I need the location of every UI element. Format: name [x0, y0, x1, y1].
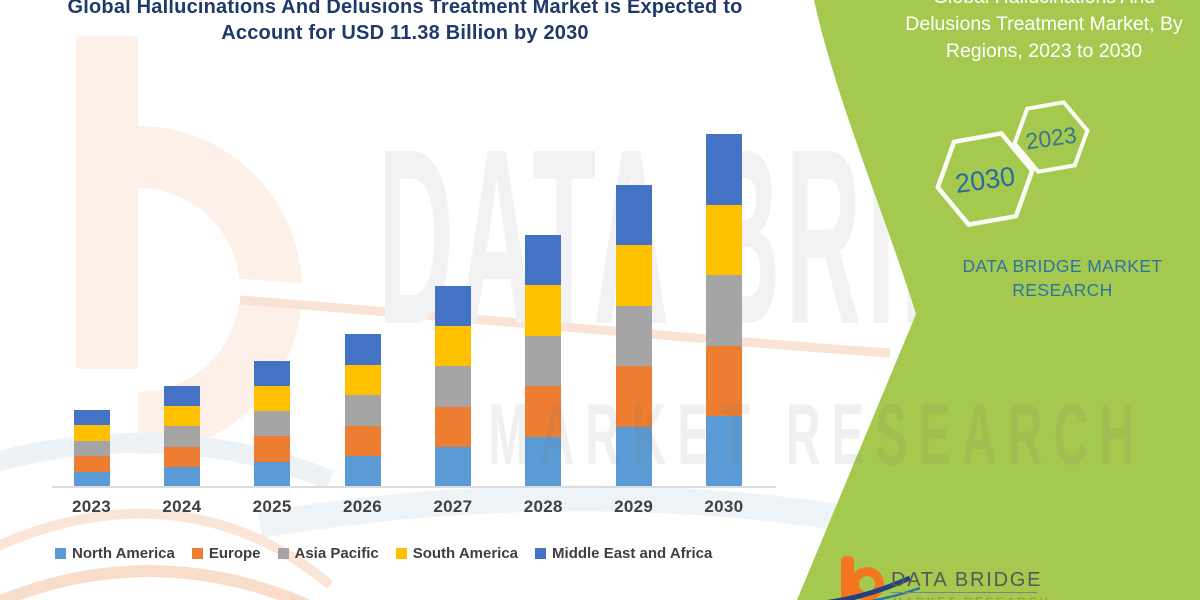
footer-logo-title: DATA BRIDGE [891, 569, 1043, 591]
brand-text: DATA BRIDGE MARKET RESEARCH [962, 256, 1163, 300]
bar-segment-middle-east-and-africa [254, 360, 291, 387]
bar-segment-middle-east-and-africa [73, 410, 110, 426]
legend-label: North America [72, 545, 175, 562]
bar-segment-europe [525, 386, 562, 437]
legend-item-south-america: South America [395, 545, 519, 562]
legend-item-europe: Europe [191, 545, 261, 562]
bar-segment-asia-pacific [705, 275, 742, 346]
legend-label: Asia Pacific [294, 545, 379, 562]
side-panel-heading: Global Hallucinations And Delusions Trea… [905, 0, 1183, 62]
x-axis-label-2030: 2030 [704, 497, 744, 516]
hexagon-2023-label: 2023 [1024, 122, 1078, 155]
bar-segment-asia-pacific [163, 426, 200, 447]
bar-segment-north-america [73, 471, 110, 487]
legend-item-north-america: North America [55, 545, 175, 562]
legend-swatch-icon [395, 548, 407, 559]
x-axis-label-2024: 2024 [162, 497, 202, 516]
bar-2028 [525, 234, 562, 487]
bar-segment-north-america [163, 466, 200, 487]
bar-2027 [434, 285, 471, 487]
hexagon-2030 [935, 131, 1035, 227]
bar-segment-north-america [705, 416, 742, 487]
page-title: Global Hallucinations And Delusions Trea… [67, 0, 743, 44]
bar-segment-south-america [434, 326, 471, 367]
bar-segment-middle-east-and-africa [434, 285, 471, 327]
legend-item-asia-pacific: Asia Pacific [277, 545, 379, 562]
bar-segment-europe [254, 436, 291, 462]
hexagon-2023 [1012, 100, 1090, 174]
bar-segment-north-america [525, 436, 562, 487]
bar-segment-asia-pacific [434, 366, 471, 407]
footer-logo-underline [891, 591, 1037, 593]
bar-segment-middle-east-and-africa [615, 185, 652, 246]
bar-segment-europe [163, 446, 200, 467]
bar-segment-asia-pacific [73, 440, 110, 457]
bar-segment-north-america [254, 461, 291, 487]
bar-segment-europe [705, 345, 742, 417]
bar-segment-middle-east-and-africa [163, 385, 200, 407]
bar-segment-middle-east-and-africa [344, 334, 381, 365]
bar-segment-south-america [163, 406, 200, 427]
legend-label: South America [412, 545, 519, 562]
bar-segment-south-america [344, 364, 381, 396]
bar-2025 [254, 360, 291, 487]
bar-segment-europe [434, 406, 471, 447]
bar-segment-middle-east-and-africa [705, 134, 742, 205]
bar-segment-south-america [254, 386, 291, 412]
bar-segment-asia-pacific [254, 411, 291, 437]
x-axis-label-2026: 2026 [343, 497, 383, 516]
legend-swatch-icon [535, 548, 547, 559]
x-axis-label-2027: 2027 [433, 497, 473, 516]
x-axis-label-2028: 2028 [523, 497, 563, 516]
x-axis-line [52, 486, 776, 488]
bar-segment-asia-pacific [344, 395, 381, 426]
bar-segment-north-america [434, 446, 471, 487]
bar-2026 [344, 334, 381, 487]
chart-legend: North America Europe Asia Pacific South Ame… [55, 545, 712, 562]
bar-2023 [73, 410, 110, 487]
legend-label: Europe [208, 545, 261, 562]
x-axis-label-2023: 2023 [71, 497, 112, 516]
bar-segment-europe [615, 366, 652, 427]
bar-segment-south-america [73, 425, 110, 441]
bar-segment-north-america [615, 426, 652, 487]
footer-logo-subtitle: MARKET RESEARCH [893, 596, 1051, 600]
bar-segment-south-america [525, 285, 562, 336]
x-axis-label-2029: 2029 [614, 497, 654, 516]
legend-label: Middle East and Africa [552, 545, 713, 562]
legend-swatch-icon [277, 548, 289, 559]
bar-segment-middle-east-and-africa [525, 234, 562, 286]
bar-segment-south-america [615, 245, 652, 306]
legend-swatch-icon [191, 548, 203, 559]
bar-2024 [163, 385, 200, 487]
x-axis-label-2025: 2025 [252, 497, 292, 516]
legend-item-middle-east-and-africa: Middle East and Africa [535, 545, 712, 562]
bar-segment-asia-pacific [615, 305, 652, 367]
bar-segment-south-america [705, 204, 742, 276]
bar-2029 [615, 185, 652, 487]
hexagon-2030-label: 2030 [953, 161, 1017, 199]
bar-segment-europe [344, 425, 381, 457]
bar-2030 [705, 134, 742, 487]
legend-swatch-icon [55, 548, 66, 559]
bar-segment-europe [73, 456, 110, 472]
bar-segment-asia-pacific [525, 335, 562, 387]
bar-segment-north-america [344, 456, 381, 487]
